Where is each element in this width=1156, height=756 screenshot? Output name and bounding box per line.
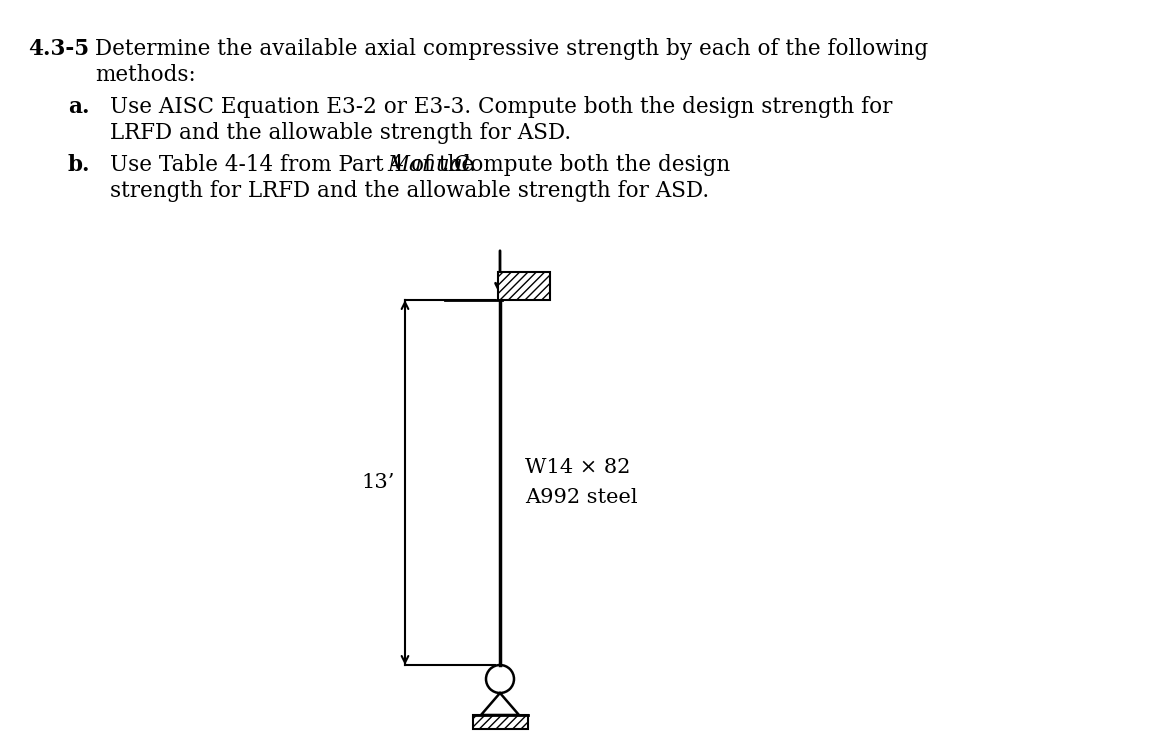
Text: Compute both the design: Compute both the design [446,154,729,176]
Text: Use AISC Equation E3-2 or E3-3. Compute both the design strength for: Use AISC Equation E3-2 or E3-3. Compute … [110,96,892,118]
Text: a.: a. [68,96,89,118]
Text: Manual.: Manual. [387,154,476,176]
Text: LRFD and the allowable strength for ASD.: LRFD and the allowable strength for ASD. [110,122,571,144]
Text: A992 steel: A992 steel [525,488,638,507]
Text: methods:: methods: [95,64,195,86]
Text: 13’: 13’ [362,473,395,492]
Text: W14 × 82: W14 × 82 [525,458,630,477]
Text: 4.3-5: 4.3-5 [28,38,89,60]
Text: Use Table 4-14 from Part 4 of the: Use Table 4-14 from Part 4 of the [110,154,481,176]
Bar [498,272,550,300]
Text: Determine the available axial compressive strength by each of the following: Determine the available axial compressiv… [95,38,928,60]
Text: b.: b. [68,154,90,176]
Text: strength for LRFD and the allowable strength for ASD.: strength for LRFD and the allowable stre… [110,180,709,202]
Bar [473,715,527,729]
